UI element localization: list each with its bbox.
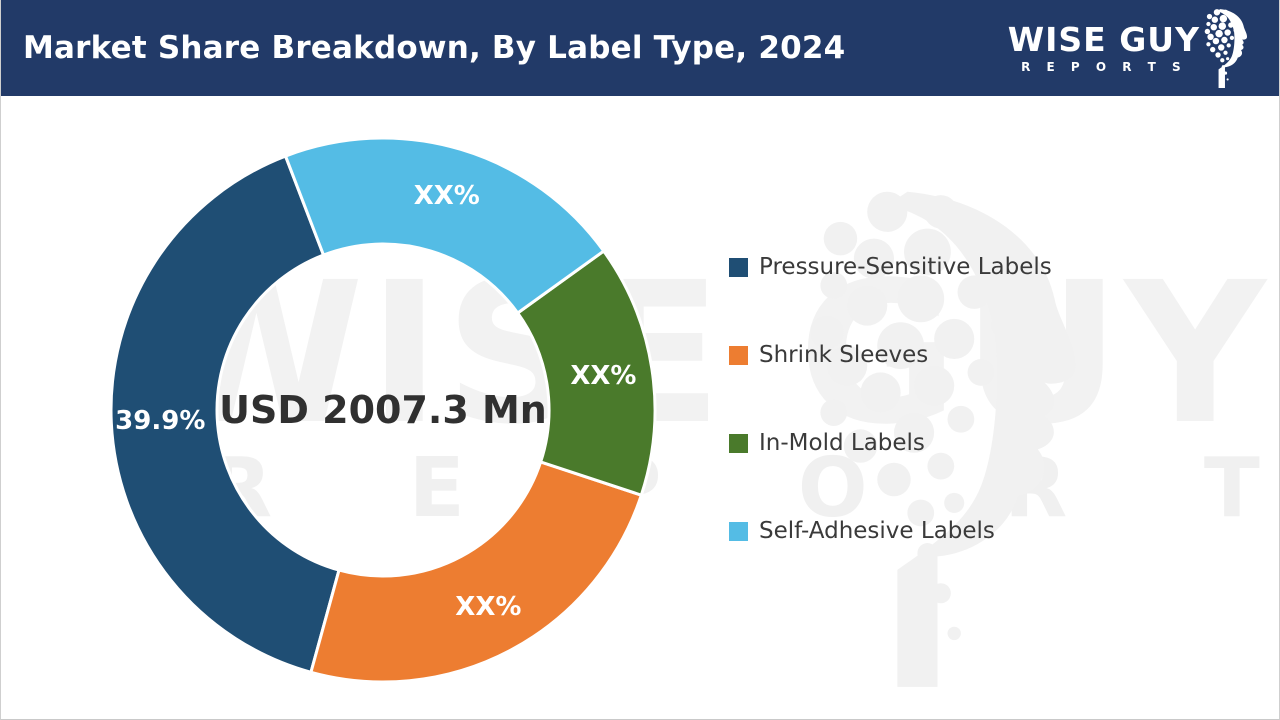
- logo-wordmark: WISE GUY R E P O R T S: [1008, 23, 1200, 74]
- page-title: Market Share Breakdown, By Label Type, 2…: [23, 30, 846, 66]
- watermark-subtext: R E P O R T S: [209, 441, 1279, 536]
- wiseguy-logo: WISE GUY R E P O R T S: [1008, 8, 1263, 88]
- legend-swatch: [729, 257, 748, 277]
- chart-legend: Pressure-Sensitive Labels Shrink Sleeves I…: [729, 254, 1052, 544]
- legend-swatch: [729, 345, 748, 365]
- legend-item-in-mold-labels: In-Mold Labels: [729, 430, 1052, 456]
- logo-title: WISE GUY: [1007, 19, 1200, 59]
- header-bar: Market Share Breakdown, By Label Type, 2…: [1, 0, 1279, 96]
- legend-item-self-adhesive-labels: Self-Adhesive Labels: [729, 518, 1052, 544]
- legend-item-pressure-sensitive-labels: Pressure-Sensitive Labels: [729, 254, 1052, 280]
- donut-segment-self-adhesive-labels: [284, 136, 606, 315]
- legend-swatch: [729, 433, 748, 453]
- segment-value-label: 39.9%: [115, 405, 206, 436]
- legend-swatch: [729, 521, 748, 541]
- legend-label: Pressure-Sensitive Labels: [759, 254, 1052, 280]
- segment-value-label: XX%: [413, 181, 480, 212]
- logo-subtitle: R E P O R T S: [1021, 59, 1187, 74]
- donut-segment-pressure-sensitive-labels: [109, 154, 341, 674]
- dotted-head-icon: [1204, 8, 1263, 88]
- donut-rings: [109, 136, 657, 684]
- segment-value-label: XX%: [570, 361, 637, 392]
- legend-label: In-Mold Labels: [759, 430, 925, 456]
- legend-label: Self-Adhesive Labels: [759, 518, 995, 544]
- donut-chart: USD 2007.3 Mn 39.9% XX% XX% XX%: [1, 96, 761, 719]
- legend-label: Shrink Sleeves: [759, 342, 929, 368]
- legend-item-shrink-sleeves: Shrink Sleeves: [729, 342, 1052, 368]
- chart-canvas: WISE GUY R E P O R T S USD 2007.3 Mn 39.…: [1, 96, 1279, 720]
- donut-segment-shrink-sleeves: [309, 460, 643, 684]
- watermark-text: WISE GUY: [149, 240, 1270, 467]
- segment-value-label: XX%: [455, 591, 522, 622]
- chart-center-value: USD 2007.3 Mn: [219, 388, 547, 432]
